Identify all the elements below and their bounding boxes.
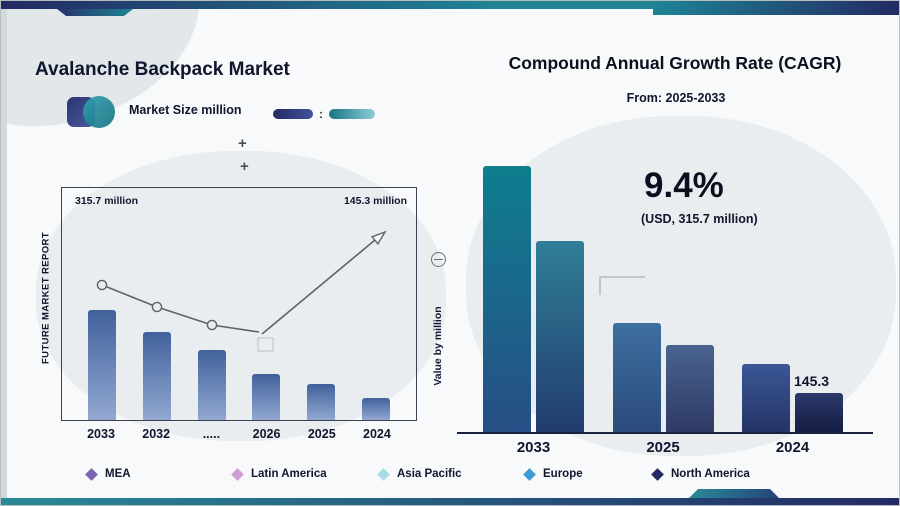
cagr-detail: (USD, 315.7 million) (641, 212, 758, 226)
navy-pill-icon (273, 109, 313, 119)
legend-item-label: MEA (105, 468, 131, 480)
right-bar-2025-bar-a (612, 323, 661, 433)
legend-item-label: Latin America (251, 468, 327, 480)
left-bar-2033 (88, 310, 116, 420)
left-chart-plot: 315.7 million 145.3 million (61, 187, 417, 421)
right-bar-2033-bar-a (483, 166, 531, 433)
left-bar-2026 (252, 373, 281, 420)
right-side-label: Value by million (432, 306, 444, 386)
right-bars (483, 161, 843, 433)
left-bar-2024 (361, 398, 390, 420)
legend-item-asia-pacific: Asia Pacific (377, 467, 462, 481)
right-xaxis-label: 2033 (516, 439, 551, 456)
legend-diamond-icon (85, 467, 98, 481)
right-bar-2024-bar-b (795, 393, 843, 433)
plus-mark-icon (238, 135, 247, 152)
right-axis-line (457, 432, 873, 434)
right-bar-2033-bar-b (536, 241, 584, 433)
left-bar-2032 (142, 332, 171, 420)
left-side-label: FUTURE MARKET REPORT (40, 231, 52, 365)
step-bracket-icon (599, 276, 645, 295)
pill-colon-icon (319, 105, 323, 123)
legend-diamond-icon (523, 467, 536, 481)
bottom-accent-step (689, 489, 779, 498)
annotation-start-value: 315.7 million (75, 195, 139, 207)
legend-diamond-icon (231, 467, 244, 481)
logo-teal-shape-icon (83, 96, 115, 128)
left-xaxis-label: 2033 (87, 427, 115, 441)
left-bars (62, 310, 416, 420)
teal-pill-icon (329, 109, 375, 119)
left-bar-2025 (307, 384, 336, 420)
left-xaxis-label: ..... (202, 427, 221, 441)
top-right-accent-band (653, 1, 899, 15)
bar-value-label: 145.3 (794, 373, 830, 389)
legend-item-europe: Europe (523, 467, 583, 481)
right-chart-subtitle: From: 2025-2033 (626, 91, 726, 105)
right-xaxis-label: 2024 (775, 439, 810, 456)
plus-mark-icon (240, 158, 249, 175)
market-size-logo-icon (67, 96, 115, 128)
market-size-legend-label: Market Size million (129, 103, 242, 117)
left-xaxis-label: 2026 (252, 427, 281, 441)
legend-item-latin-america: Latin America (231, 467, 327, 481)
right-xaxis: 2033 2025 2024 (483, 439, 843, 456)
right-chart-title: Compound Annual Growth Rate (CAGR) (508, 53, 842, 73)
right-xaxis-label: 2025 (646, 439, 680, 456)
legend-item-label: Europe (543, 468, 583, 480)
top-accent-band (1, 1, 899, 9)
legend-item-north-america: North America (651, 467, 750, 481)
left-chart-title: Avalanche Backpack Market (35, 59, 290, 80)
right-bar-2025-bar-b (665, 345, 714, 433)
legend-diamond-icon (377, 467, 390, 481)
left-xaxis-label: 2024 (363, 427, 391, 441)
cagr-value: 9.4% (644, 166, 724, 205)
right-bar-group-2024 (742, 363, 843, 433)
bottom-accent-band (1, 498, 899, 505)
legend-item-label: Asia Pacific (397, 468, 462, 480)
legend-diamond-icon (651, 467, 664, 481)
right-bar-group-2033 (483, 166, 584, 433)
left-edge-strip (1, 1, 7, 505)
left-bar-..... (197, 350, 226, 420)
right-bar-group-2025 (612, 323, 714, 433)
legend-item-label: North America (671, 468, 750, 480)
left-xaxis: 2033 2032..... 2026 2025 2024 (61, 427, 417, 441)
scale-pills (273, 105, 375, 123)
circle-minus-icon (431, 252, 446, 267)
annotation-end-value: 145.3 million (343, 195, 407, 207)
left-xaxis-label: 2025 (307, 427, 336, 441)
right-bar-2024-bar-a (742, 363, 790, 433)
legend-item-mea: MEA (85, 467, 131, 481)
left-xaxis-label: 2032 (142, 427, 171, 441)
top-accent-notch (57, 9, 133, 16)
